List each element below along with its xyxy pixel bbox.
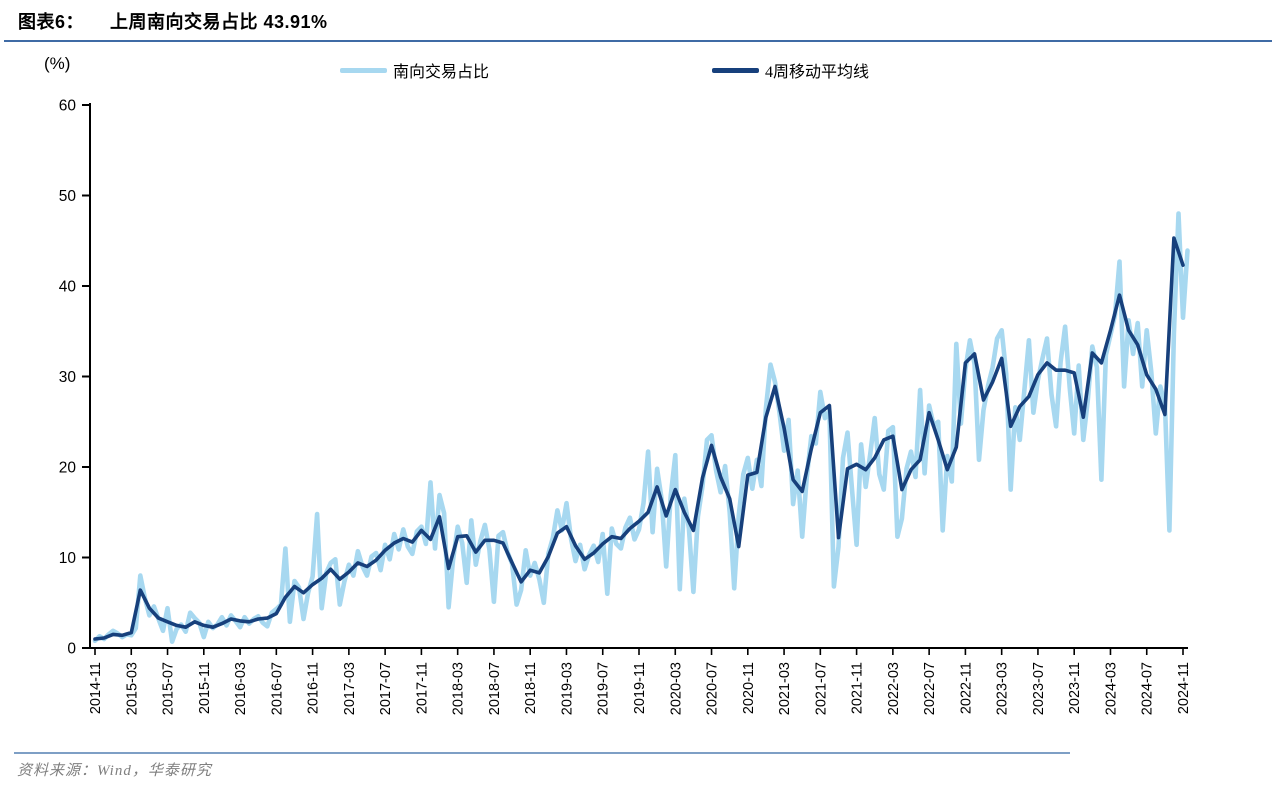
y-tick-label: 10 — [59, 550, 77, 567]
x-tick-label: 2023-07 — [1031, 662, 1047, 715]
footer-divider — [14, 752, 1070, 754]
figure-title: 上周南向交易占比 43.91% — [110, 12, 328, 32]
x-tick-label: 2023-11 — [1067, 662, 1083, 714]
y-tick-label: 60 — [59, 98, 77, 115]
x-tick-label: 2024-11 — [1176, 662, 1192, 714]
x-tick-label: 2017-07 — [378, 662, 394, 715]
x-tick-label: 2017-03 — [342, 662, 358, 715]
y-tick-label: 20 — [59, 460, 77, 477]
x-tick-label: 2022-11 — [958, 662, 974, 714]
x-tick-label: 2022-07 — [922, 662, 938, 715]
legend-line-swatch-dark — [712, 67, 759, 73]
series-moving-average — [93, 236, 1185, 641]
legend-label: 4周移动平均线 — [765, 64, 870, 81]
x-tick-label: 2015-07 — [161, 662, 177, 715]
x-tick-label: 2018-03 — [451, 662, 467, 715]
legend-line-swatch-light — [340, 67, 387, 73]
y-tick-label: 30 — [59, 369, 77, 386]
x-tick-label: 2020-11 — [741, 662, 757, 714]
series-southbound-share — [92, 211, 1190, 645]
y-tick-label: 40 — [59, 279, 77, 296]
chart-svg: 0 10 20 30 40 50 60 2014-11 2015-03 2015-07 2015-1… — [59, 98, 1192, 716]
x-tick-label: 2023-03 — [995, 662, 1011, 715]
x-tick-label: 2016-11 — [306, 662, 322, 714]
figure-header: 图表6： 上周南向交易占比 43.91% — [18, 8, 328, 34]
x-tick-label: 2015-11 — [197, 662, 213, 714]
legend-label: 南向交易占比 — [393, 64, 490, 81]
x-tick-label: 2021-07 — [813, 662, 829, 715]
x-tick-label: 2017-11 — [414, 662, 430, 714]
chart-area: 0 10 20 30 40 50 60 2014-11 2015-03 2015-07 2015-1… — [59, 98, 1192, 716]
y-tick-label: 50 — [59, 188, 77, 205]
legend-item-moving-average: 4周移动平均线 — [712, 58, 869, 82]
y-axis-unit-label: (%) — [44, 54, 71, 73]
chart-legend: 南向交易占比 4周移动平均线 — [0, 58, 1280, 82]
x-tick-label: 2019-11 — [632, 662, 648, 714]
x-tick-label: 2019-03 — [559, 662, 575, 715]
x-tick-label: 2018-07 — [487, 662, 503, 715]
x-tick-label: 2019-07 — [596, 662, 612, 715]
y-tick-label: 0 — [67, 641, 76, 658]
x-tick-label: 2014-11 — [88, 662, 104, 714]
title-divider — [4, 40, 1272, 42]
legend-item-southbound: 南向交易占比 — [340, 58, 489, 82]
x-tick-label: 2018-11 — [523, 662, 539, 714]
x-tick-label: 2020-03 — [668, 662, 684, 715]
source-note: 资料来源：Wind，华泰研究 — [17, 763, 212, 779]
x-tick-label: 2021-03 — [777, 662, 793, 715]
x-tick-label: 2016-07 — [269, 662, 285, 715]
x-tick-label: 2024-03 — [1103, 662, 1119, 715]
x-tick-label: 2021-11 — [850, 662, 866, 714]
x-tick-label: 2016-03 — [233, 662, 249, 715]
x-tick-label: 2015-03 — [124, 662, 140, 715]
x-tick-label: 2020-07 — [705, 662, 721, 715]
x-tick-label: 2024-07 — [1140, 662, 1156, 715]
x-tick-label: 2022-03 — [886, 662, 902, 715]
figure-label: 图表6： — [18, 12, 85, 32]
